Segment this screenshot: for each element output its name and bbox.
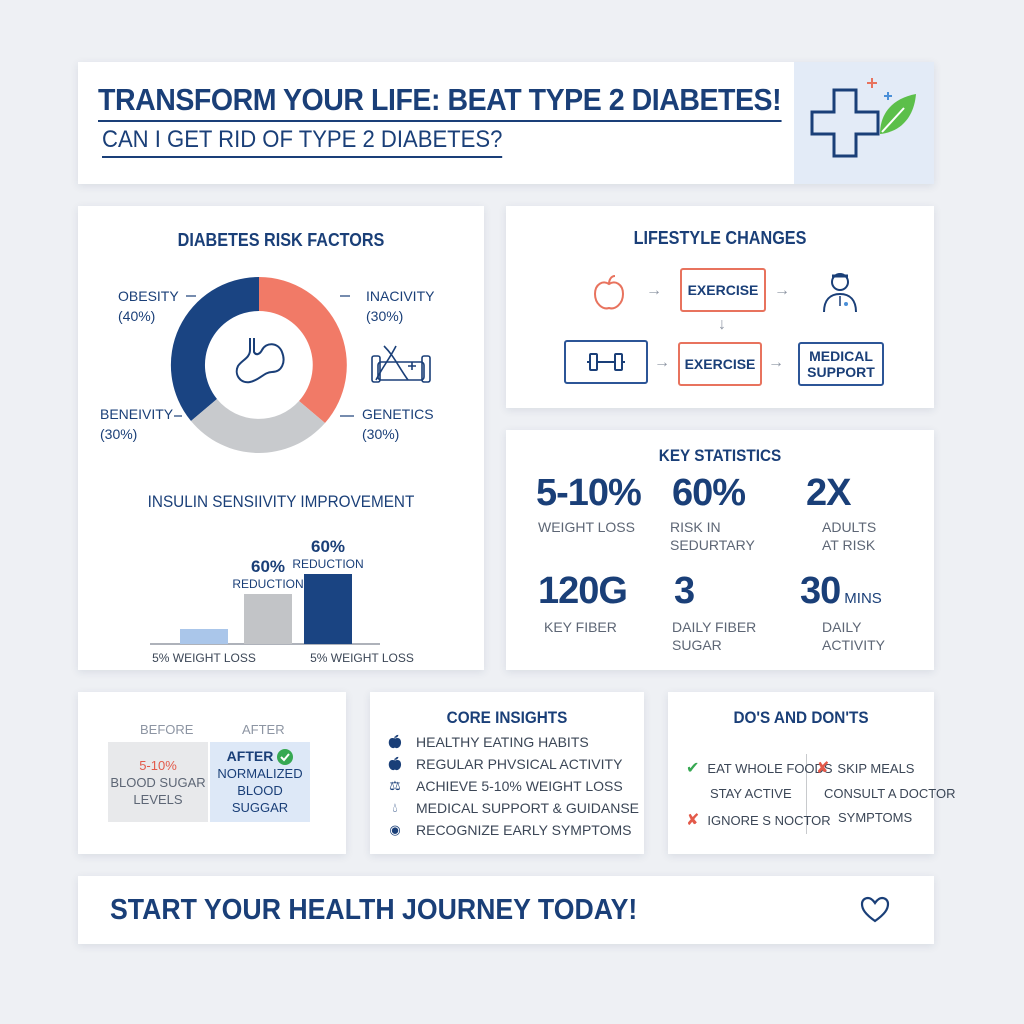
stat-label: DAILY FIBER SUGAR [672,619,757,653]
dos-divider [806,754,807,834]
before-value: 5-10% [139,757,177,773]
flow-arrow: → [654,354,670,371]
header-banner: TRANSFORM YOUR LIFE: BEAT TYPE 2 DIABETE… [78,62,934,184]
stat-label: WEIGHT LOSS [538,519,635,535]
list-item: SYMPTOMS [838,810,913,825]
donut-segment-obesity [170,276,259,421]
after-line2: NORMALIZED [217,766,303,781]
x-tick-label-1: 5% WEIGHT LOSS [310,651,414,665]
drop-icon: 💧︎ [392,800,398,815]
list-item: ✘ SKIP MEALS [816,760,915,777]
list-item: 💧︎ MEDICAL SUPPORT & GUIDANSE [386,800,639,816]
flow-arrow: → [768,354,784,371]
bar-1 [244,594,292,644]
stat-value: 3 [674,570,695,612]
stat-value: 30 MINS [800,570,882,612]
check-circle-icon [277,748,294,765]
scale-icon: ⚖︎ [389,778,401,793]
stat-label: ADULTS AT RISK [822,519,877,553]
before-line3: LEVELS [133,791,183,807]
bar-2 [304,574,352,644]
footer-cta-banner: START YOUR HEALTH JOURNEY TODAY! [78,876,934,944]
flow-arrow-down: ↓ [718,316,726,333]
stats-title: KEY STATISTICS [658,446,782,465]
before-after-card: BEFORE AFTER 5-10% BLOOD SUGAR LEVELS AF… [78,692,346,854]
donut-segment-genetics [191,399,325,453]
after-line3: BLOOD SUGGAR [231,783,289,815]
bar-data-value-2: 60% [311,537,345,556]
bar-data-text-2: REDUCTION [292,557,363,571]
dumbbell-icon [587,353,625,371]
bar-data-text-1: REDUCTION [232,577,303,591]
stat-label: KEY FIBER [544,619,617,635]
list-item: ◉ RECOGNIZE EARLY SYMPTOMS [386,822,631,838]
dna-sofa-icon [371,345,431,383]
insulin-chart-title: INSULIN SENSIIVITY IMPROVEMENT [147,492,415,511]
risk-label-inactivity: INACIVITY (30%) [366,288,435,324]
donut-segment-inactivity [259,277,347,423]
x-tick-label-0: 5% WEIGHT LOSS [152,651,256,665]
cross-icon: ✘ [686,812,700,829]
cta-text: START YOUR HEALTH JOURNEY TODAY! [110,894,638,926]
medical-cross-leaf-icon [810,78,916,158]
stat-label: DAILY ACTIVITY [822,619,886,653]
risk-factors-title: DIABETES RISK FACTORS [177,230,385,250]
medical-support-line1: MEDICAL [809,348,873,364]
logo-panel [794,62,934,184]
risk-factors-card: DIABETES RISK FACTORS OBESITY (40%) INAC… [78,206,484,670]
risk-label-genetics: GENETICS (30%) [362,406,434,442]
check-icon: ✔ [686,760,700,777]
bar-data-value-1: 60% [251,557,285,576]
lifestyle-changes-card: LIFESTYLE CHANGES → EXERCISE → ↓ → EXERC… [506,206,934,408]
before-box: 5-10% BLOOD SUGAR LEVELS [108,742,208,822]
stat-value: 2X [806,472,851,514]
before-line2: BLOOD SUGAR [110,774,206,790]
stat-unit: MINS [844,590,882,607]
list-item: ⚖︎ ACHIEVE 5-10% WEIGHT LOSS [386,778,623,794]
dos-and-donts-card: DO'S AND DON'TS ✔ EAT WHOLE FOODS STAY AC… [668,692,955,854]
core-insights-card: CORE INSIGHTS 🍎︎ HEALTHY EATING HABITS 🍎… [370,692,644,854]
doctor-icon [823,273,857,313]
list-item: 🍎︎ REGULAR PHVSICAL ACTIVITY [386,756,623,772]
stat-value: 5-10% [536,472,642,514]
list-item: STAY ACTIVE [710,786,792,801]
insights-title: CORE INSIGHTS [446,708,568,727]
flow-arrow: → [646,282,662,299]
eye-icon: ◉ [389,822,401,837]
medical-support-line2: SUPPORT [807,364,875,380]
stat-value: 120G [538,570,628,612]
page-title: TRANSFORM YOUR LIFE: BEAT TYPE 2 DIABETE… [98,82,782,122]
apple-outline-icon: 🍎︎ [386,734,404,749]
cross-icon: ✘ [816,760,830,777]
heart-icon[interactable] [860,896,890,924]
after-box: AFTER NORMALIZED BLOOD SUGGAR [210,742,310,822]
bar-0 [180,629,228,644]
after-title: AFTER [226,748,274,764]
stat-value: 60% [672,472,746,514]
after-heading: AFTER [242,722,285,737]
list-item: CONSULT A DOCTOR [824,786,956,801]
list-item: ✔ EAT WHOLE FOODS [686,760,833,777]
before-heading: BEFORE [140,722,194,737]
stat-label: RISK IN SEDURTARY [670,519,755,553]
risk-donut-chart [170,276,431,453]
stomach-icon [235,338,285,384]
risk-label-beneivity: BENEIVITY (30%) [100,406,174,442]
dumbbell-box [564,340,648,384]
lifestyle-title: LIFESTYLE CHANGES [633,228,807,248]
list-item: 🍎︎ HEALTHY EATING HABITS [386,734,589,750]
dos-title: DO'S AND DON'TS [733,708,869,727]
page-subtitle: CAN I GET RID OF TYPE 2 DIABETES? [102,126,503,158]
exercise-box-mid: EXERCISE [678,342,762,386]
risk-label-obesity: OBESITY (40%) [118,288,179,324]
exercise-box-top: EXERCISE [680,268,766,312]
flow-arrow: → [774,282,790,299]
medical-support-box: MEDICAL SUPPORT [798,342,884,386]
key-statistics-card: KEY STATISTICS 5-10% WEIGHT LOSS 60% RIS… [506,430,934,670]
list-item: ✘ IGNORE S NOCTOR [686,812,831,829]
apple-outline-icon: 🍎︎ [386,756,404,771]
apple-icon [593,275,625,310]
